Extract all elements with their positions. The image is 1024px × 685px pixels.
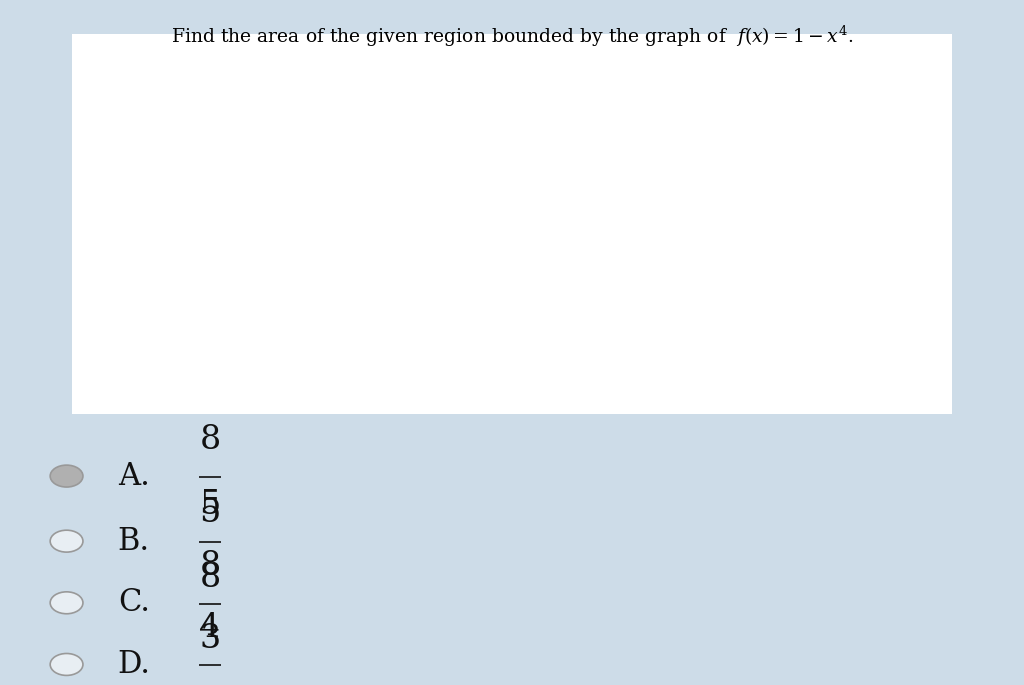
Text: 2: 2 [475,142,482,155]
Text: 5: 5 [200,497,220,529]
Text: Find the area of the given region bounded by the graph of  $f(x)=1-x^4$.: Find the area of the given region bounde… [171,24,853,49]
Text: 4: 4 [200,612,220,644]
Text: -1: -1 [422,364,434,377]
Text: y: y [496,120,504,134]
Text: C.: C. [118,587,150,619]
Text: 3: 3 [200,623,220,656]
Text: A.: A. [118,460,150,492]
Text: 8: 8 [200,550,220,582]
Text: 8: 8 [200,423,220,456]
Text: 5: 5 [200,488,220,521]
Text: B.: B. [118,525,150,557]
Text: D.: D. [118,649,151,680]
Text: 8: 8 [200,562,220,594]
Text: x: x [584,361,592,375]
Text: 1: 1 [549,364,557,377]
